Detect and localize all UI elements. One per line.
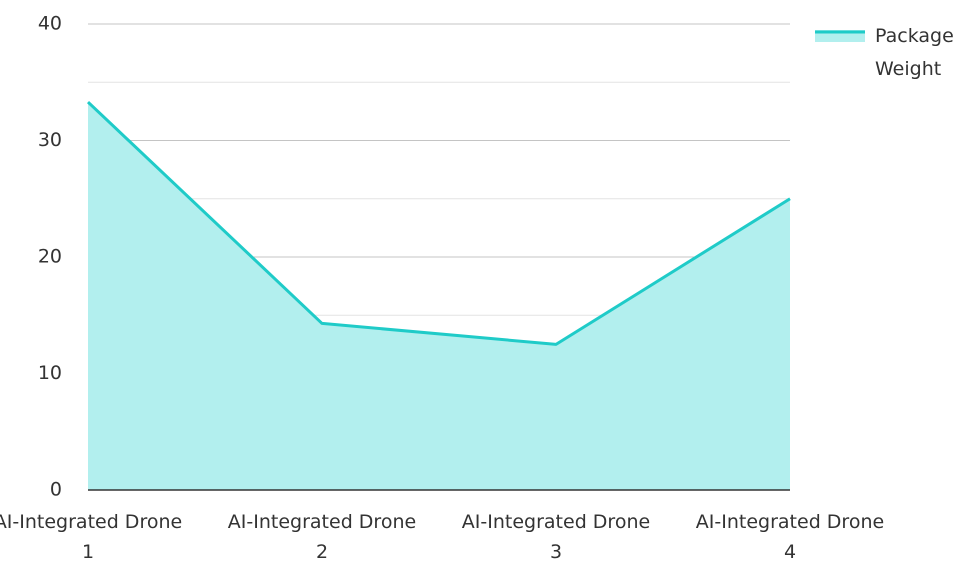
legend-label: Package Weight	[875, 25, 954, 80]
y-tick-label: 10	[38, 362, 62, 384]
x-tick-label: AI-Integrated Drone 3	[462, 511, 650, 562]
y-tick-label: 30	[38, 129, 62, 151]
x-tick-label: AI-Integrated Drone 1	[0, 511, 182, 562]
area	[88, 102, 790, 491]
line	[86, 100, 791, 346]
x-tick-label: AI-Integrated Drone 4	[696, 511, 884, 562]
y-tick-label: 0	[50, 479, 62, 501]
x-tick-label: AI-Integrated Drone 2	[228, 511, 416, 562]
y-tick-label: 20	[38, 246, 62, 268]
y-tick-label: 40	[38, 13, 62, 35]
